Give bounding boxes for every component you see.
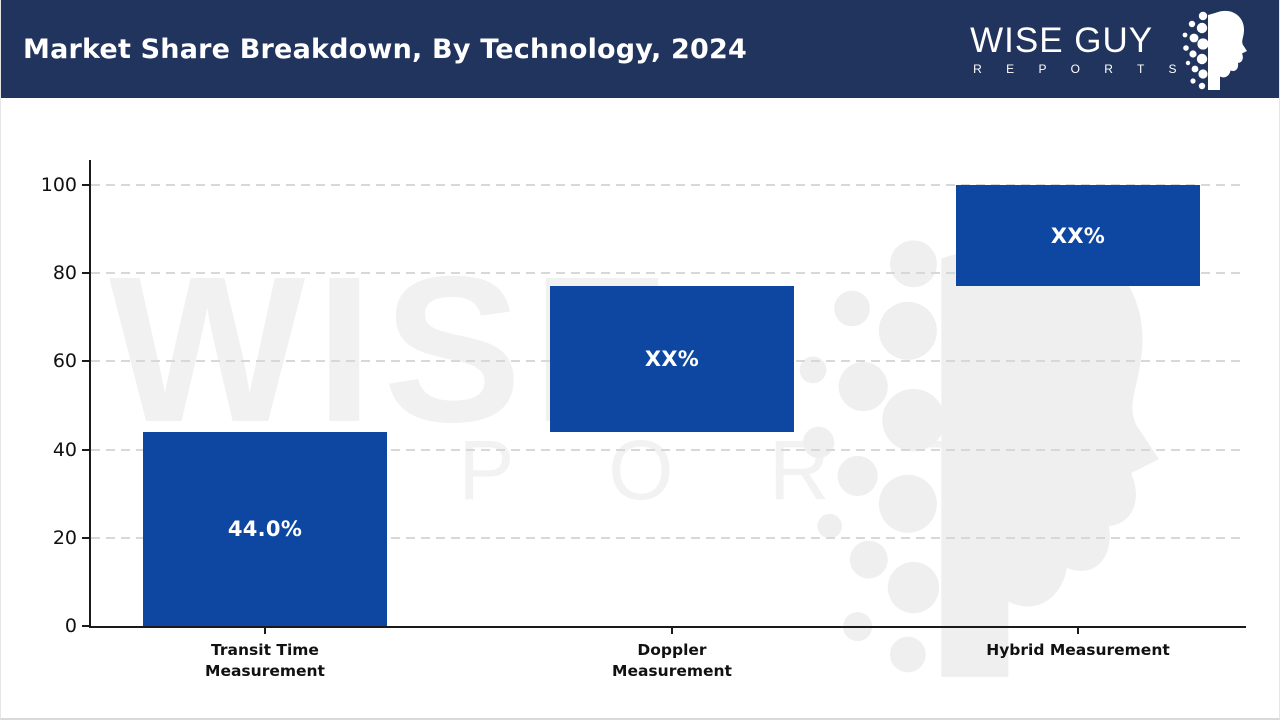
y-axis-tick-mark [82,448,90,451]
y-axis-tick-label: 0 [64,615,77,637]
x-axis-category-line: Doppler [637,641,707,659]
chart-title: Market Share Breakdown, By Technology, 2… [23,33,748,65]
logo-wordmark-sub: R E P O R T S [973,61,1187,76]
header: Market Share Breakdown, By Technology, 2… [1,0,1279,98]
gridline-80 [91,272,1246,275]
x-axis-category-line: Measurement [205,662,325,680]
bar-value-label: 44.0% [227,516,303,541]
logo-wordmark: WISE GUY R E P O R T S [970,20,1187,76]
wiseguy-head-icon [1179,6,1253,92]
x-axis-category-label: Transit Time Measurement [100,640,430,682]
x-axis-spine [89,626,1246,628]
y-axis-tick-label: 100 [40,174,77,196]
x-axis-tick-mark [264,626,266,634]
x-axis-tick-mark [1077,626,1079,634]
y-axis-spine [89,160,91,628]
bar-segment: 44.0% [143,431,387,626]
logo-wordmark-main: WISE GUY [970,20,1154,60]
y-axis-tick-mark [82,184,90,186]
y-axis-tick-label: 20 [52,526,77,549]
gridline-100 [91,184,1246,186]
bar-segment: XX% [550,286,794,432]
x-axis-category-line: Measurement [612,662,732,680]
y-axis-tick-label: 80 [52,262,77,285]
y-axis-tick-mark [82,536,90,539]
y-axis-tick-label: 40 [52,438,77,461]
x-axis-category-label: Hybrid Measurement [913,640,1243,661]
x-axis-category-line: Hybrid Measurement [986,641,1170,659]
y-axis-tick-mark [82,360,90,363]
bar-value-label: XX% [1050,223,1106,248]
gridline-20 [91,536,1246,539]
y-axis-tick-mark [82,272,90,275]
gridline-40 [91,448,1246,451]
bar-segment: XX% [956,185,1200,287]
bar-value-label: XX% [644,347,700,372]
wiseguy-logo: WISE GUY R E P O R T S [970,6,1253,92]
y-axis-tick-label: 60 [52,350,77,373]
x-axis-category-line: Transit Time [211,641,319,659]
y-axis-tick-mark [82,625,90,627]
chart-area: WISE R E P O R T S 0 20 40 60 80 100 44.0% XX% X… [1,98,1279,718]
x-axis-category-label: Doppler Measurement [507,640,837,682]
x-axis-tick-mark [671,626,673,634]
